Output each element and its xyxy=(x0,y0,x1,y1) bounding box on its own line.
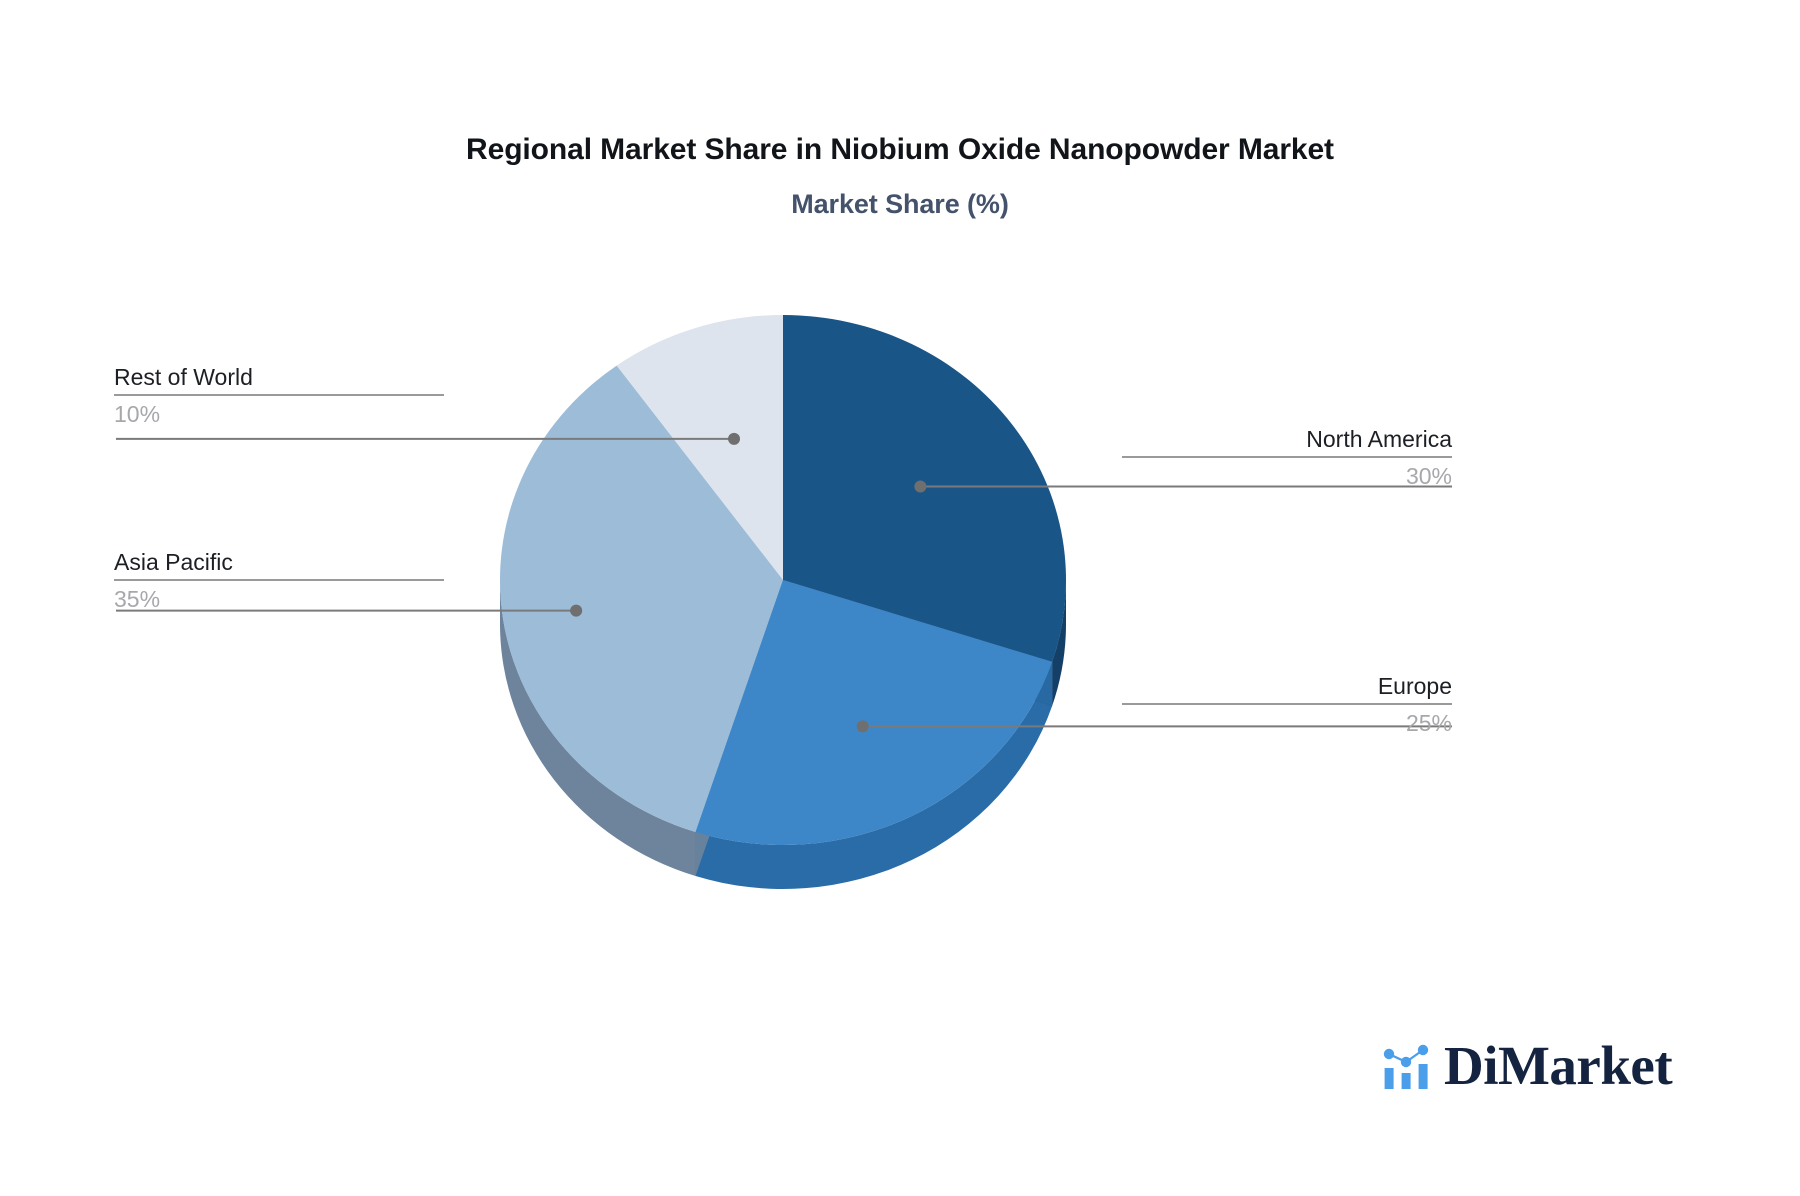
callout-rest-of-world[interactable]: Rest of World 10% xyxy=(114,362,444,429)
callout-label-rest-of-world: Rest of World xyxy=(114,364,253,390)
callout-rule-europe xyxy=(1122,703,1452,705)
callout-rule-asia-pacific xyxy=(114,579,444,581)
pie-slice-side-north-america xyxy=(1052,580,1066,706)
callout-value-north-america: 30% xyxy=(1405,463,1452,489)
callout-value-rest-of-world: 10% xyxy=(114,401,161,427)
logo-wordmark: DiMarket xyxy=(1444,1035,1673,1096)
callout-europe[interactable]: Europe 25% xyxy=(1122,671,1452,738)
callout-value-asia-pacific: 35% xyxy=(114,586,161,612)
dimarket-logo: DiMarket xyxy=(1381,1035,1673,1096)
callout-label-north-america: North America xyxy=(1306,426,1452,452)
chart-subtitle: Market Share (%) xyxy=(791,189,1009,219)
callout-label-europe: Europe xyxy=(1377,673,1452,699)
leader-dot-rest-of-world xyxy=(728,432,741,445)
leader-dot-asia-pacific xyxy=(570,604,583,617)
pie-slice-side-asia-pacific xyxy=(500,580,696,877)
bar-chart-logo-icon xyxy=(1383,1044,1429,1089)
pie-slice-side-europe xyxy=(695,661,1053,889)
pie-slice-europe[interactable] xyxy=(695,580,1053,845)
callout-rule-rest-of-world xyxy=(114,394,444,396)
leader-dot-north-america xyxy=(914,480,927,493)
callout-asia-pacific[interactable]: Asia Pacific 35% xyxy=(114,547,444,614)
pie-slice-rest-of-world[interactable] xyxy=(616,315,783,580)
callout-label-asia-pacific: Asia Pacific xyxy=(114,549,233,575)
chart-title: Regional Market Share in Niobium Oxide N… xyxy=(466,133,1334,166)
leader-dot-europe xyxy=(856,720,869,733)
pie-slices-group xyxy=(500,315,1067,889)
callout-rule-north-america xyxy=(1122,456,1452,458)
pie-slice-asia-pacific[interactable] xyxy=(500,365,783,833)
callout-north-america[interactable]: North America 30% xyxy=(1122,424,1452,491)
callout-value-europe: 25% xyxy=(1405,710,1452,736)
leader-lines-group xyxy=(116,432,1452,733)
